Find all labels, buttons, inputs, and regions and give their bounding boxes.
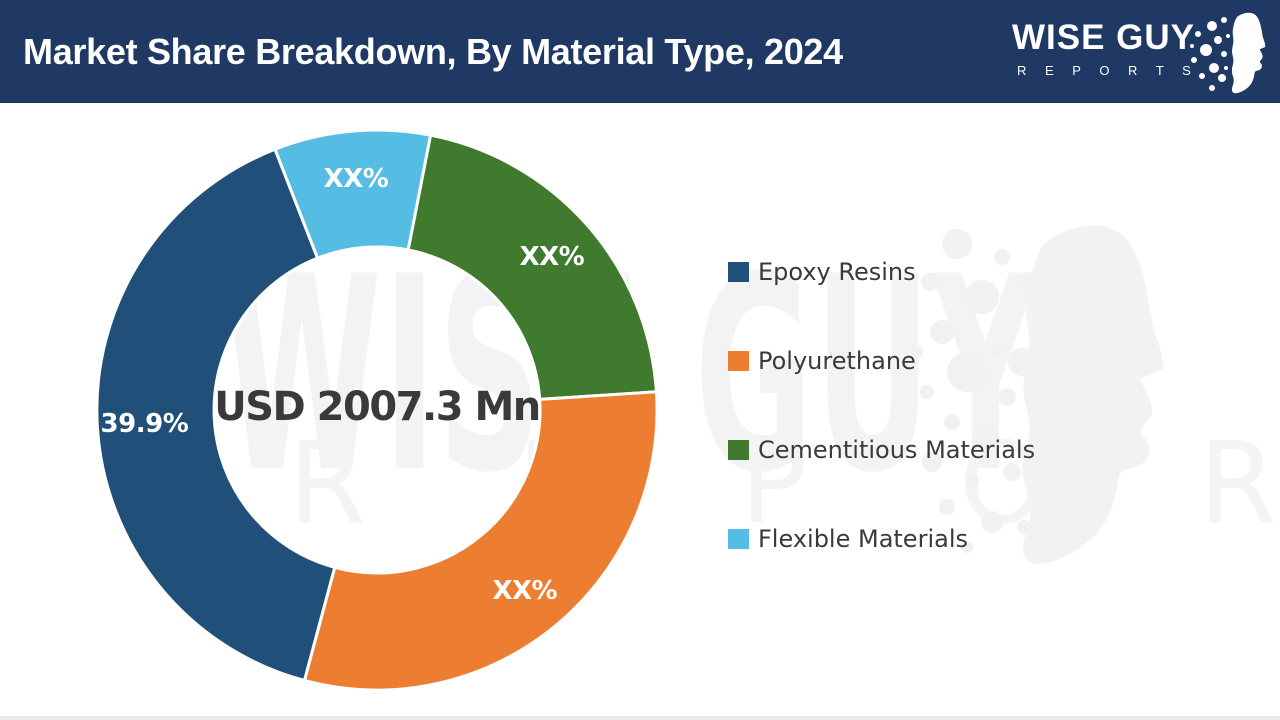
legend-item-flexible-materials: Flexible Materials [728, 524, 1035, 554]
chart-legend: Epoxy Resins Polyurethane Cementitious M… [728, 257, 1035, 613]
donut-segment-polyurethane [303, 390, 659, 692]
segment-pct-label-flexible: XX% [324, 164, 389, 194]
watermark-face-icon [912, 225, 1164, 564]
legend-label: Cementitious Materials [758, 436, 1036, 464]
donut-chart: 39.9% XX% XX% XX% [95, 128, 659, 692]
legend-item-epoxy-resins: Epoxy Resins [728, 257, 1035, 287]
chart-center-value: USD 2007.3 Mn [214, 384, 541, 430]
segment-pct-label-polyurethane: XX% [492, 576, 557, 606]
donut-segment-epoxy [95, 147, 337, 682]
page-title: Market Share Breakdown, By Material Type… [23, 31, 843, 72]
segment-pct-label-epoxy: 39.9% [101, 409, 189, 439]
segment-pct-label-cementitious: XX% [520, 242, 585, 272]
bottom-divider-bar [0, 716, 1280, 720]
header-bar: Market Share Breakdown, By Material Type… [0, 0, 1280, 103]
legend-label: Polyurethane [758, 347, 916, 375]
legend-swatch-icon [728, 351, 749, 371]
legend-swatch-icon [728, 262, 749, 282]
legend-item-polyurethane: Polyurethane [728, 346, 1035, 376]
wise-guy-reports-logo: WISE GUY R E P O R T S [1012, 10, 1266, 96]
logo-subtitle: R E P O R T S [1017, 63, 1199, 78]
legend-swatch-icon [728, 529, 749, 549]
logo-face-icon [1190, 12, 1266, 94]
legend-swatch-icon [728, 440, 749, 460]
donut-segment-cementitious [406, 133, 658, 401]
logo-wordmark: WISE GUY [1012, 18, 1196, 57]
legend-label: Epoxy Resins [758, 258, 916, 286]
legend-label: Flexible Materials [758, 525, 968, 553]
legend-item-cementitious-materials: Cementitious Materials [728, 435, 1035, 465]
